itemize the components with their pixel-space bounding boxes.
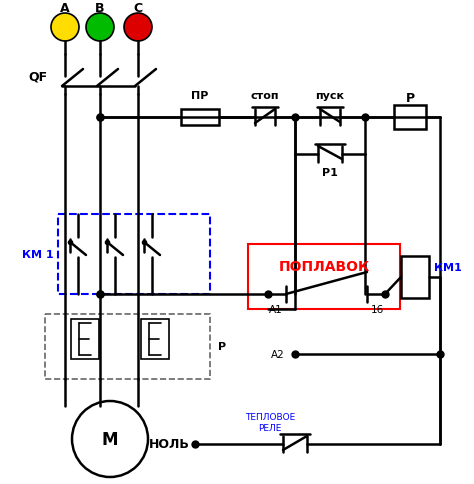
Bar (58, 214, 210, 294)
Text: 16: 16 (370, 304, 383, 314)
Circle shape (86, 14, 114, 42)
Text: Р: Р (405, 91, 415, 104)
Text: Р1: Р1 (322, 167, 338, 178)
Text: ТЕПЛОВОЕ
РЕЛЕ: ТЕПЛОВОЕ РЕЛЕ (245, 412, 295, 432)
Text: ПОПЛАВОК: ПОПЛАВОК (278, 259, 370, 273)
Bar (45, 314, 210, 379)
Bar (394, 106, 426, 130)
Text: НОЛЬ: НОЛЬ (149, 438, 190, 451)
Text: КМ 1: КМ 1 (22, 249, 54, 259)
Bar (71, 319, 99, 359)
Text: ПР: ПР (191, 91, 209, 101)
Text: М: М (102, 430, 118, 448)
Circle shape (51, 14, 79, 42)
Text: QF: QF (28, 70, 47, 83)
Bar (181, 110, 219, 126)
Text: А1: А1 (269, 304, 283, 314)
Text: стоп: стоп (251, 91, 279, 101)
Text: КМ1: КМ1 (434, 262, 462, 272)
Text: А2: А2 (271, 349, 285, 359)
Text: B: B (95, 2, 105, 15)
Bar (401, 257, 429, 298)
Bar (248, 244, 400, 309)
Circle shape (124, 14, 152, 42)
Text: A: A (60, 2, 70, 15)
Bar (141, 319, 169, 359)
Text: пуск: пуск (316, 91, 345, 101)
Text: C: C (134, 2, 143, 15)
Text: Р: Р (218, 341, 226, 351)
